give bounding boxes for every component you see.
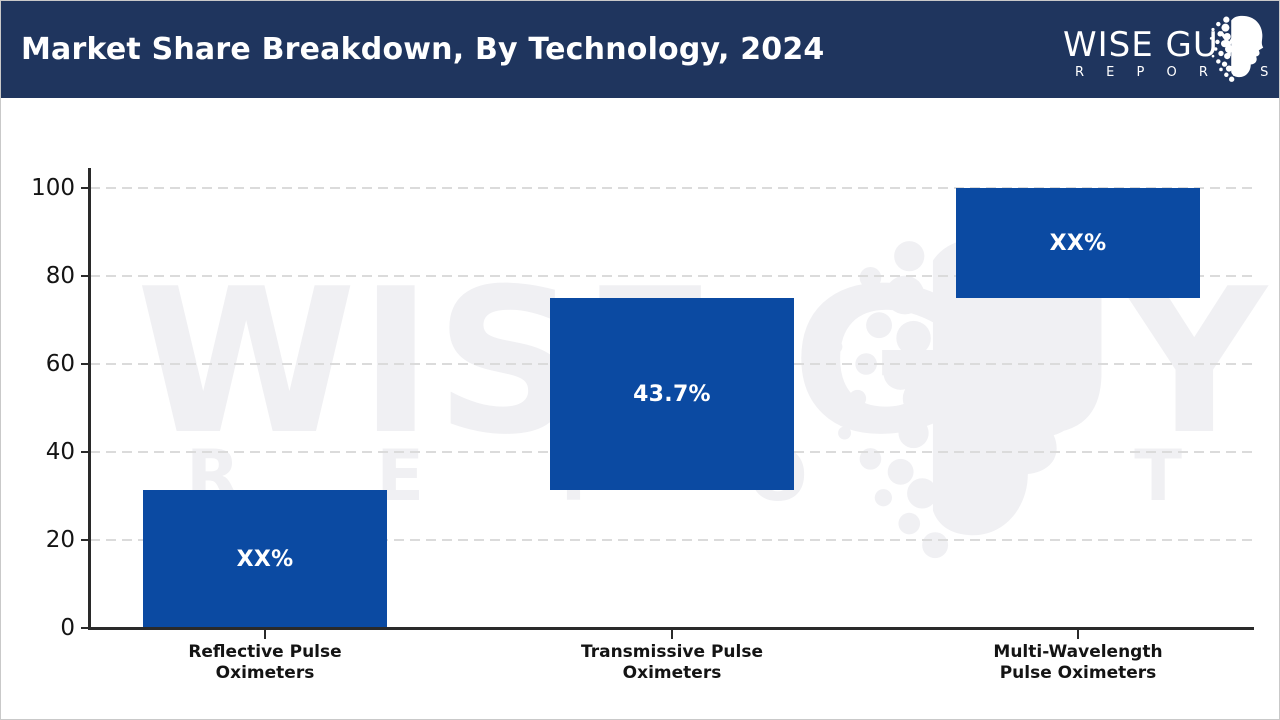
x-category-label-line: Multi-Wavelength xyxy=(993,642,1163,662)
brand-logo-face-icon xyxy=(1209,15,1264,82)
x-axis-tick xyxy=(264,630,266,639)
x-category-label-line: Oximeters xyxy=(622,663,722,683)
gridline xyxy=(90,539,1254,541)
y-axis-tick xyxy=(81,627,90,629)
bar-value-label: XX% xyxy=(236,546,294,572)
y-axis-tick-label: 100 xyxy=(31,175,75,201)
y-axis-tick xyxy=(81,187,90,189)
x-category-label-line: Oximeters xyxy=(215,663,315,683)
x-category-label-line: Reflective Pulse xyxy=(188,642,342,662)
y-axis-tick-label: 40 xyxy=(45,439,75,465)
x-category-label: Transmissive Pulse Oximeters xyxy=(502,642,842,684)
x-axis-line xyxy=(88,627,1254,630)
x-category-label-line: Pulse Oximeters xyxy=(999,663,1157,683)
bar-segment: XX% xyxy=(956,188,1200,298)
x-category-label: Multi-Wavelength Pulse Oximeters xyxy=(908,642,1248,684)
bar-value-label: 43.7% xyxy=(633,381,711,407)
gridline xyxy=(90,187,1254,189)
y-axis-tick-label: 60 xyxy=(45,351,75,377)
y-axis-tick xyxy=(81,539,90,541)
header-bar: Market Share Breakdown, By Technology, 2… xyxy=(1,1,1279,98)
y-axis-tick xyxy=(81,275,90,277)
chart-title: Market Share Breakdown, By Technology, 2… xyxy=(21,32,825,67)
y-axis-tick-label: 80 xyxy=(45,263,75,289)
watermark-face-icon xyxy=(829,237,1089,559)
y-axis-tick-label: 0 xyxy=(60,615,75,641)
brand-logo-name: WISE GUY xyxy=(1063,25,1241,65)
gridline xyxy=(90,275,1254,277)
y-axis-tick xyxy=(81,363,90,365)
bar-segment: XX% xyxy=(143,490,387,628)
x-category-label-line: Transmissive Pulse xyxy=(581,642,763,662)
x-category-label: Reflective Pulse Oximeters xyxy=(95,642,435,684)
y-axis-line xyxy=(88,168,91,630)
x-axis-tick xyxy=(1077,630,1079,639)
brand-logo: WISE GUY R E P O R T S xyxy=(1029,7,1269,93)
bar-value-label: XX% xyxy=(1049,230,1107,256)
y-axis-tick xyxy=(81,451,90,453)
x-axis-tick xyxy=(671,630,673,639)
y-axis-tick-label: 20 xyxy=(45,527,75,553)
bar-segment: 43.7% xyxy=(550,298,794,491)
